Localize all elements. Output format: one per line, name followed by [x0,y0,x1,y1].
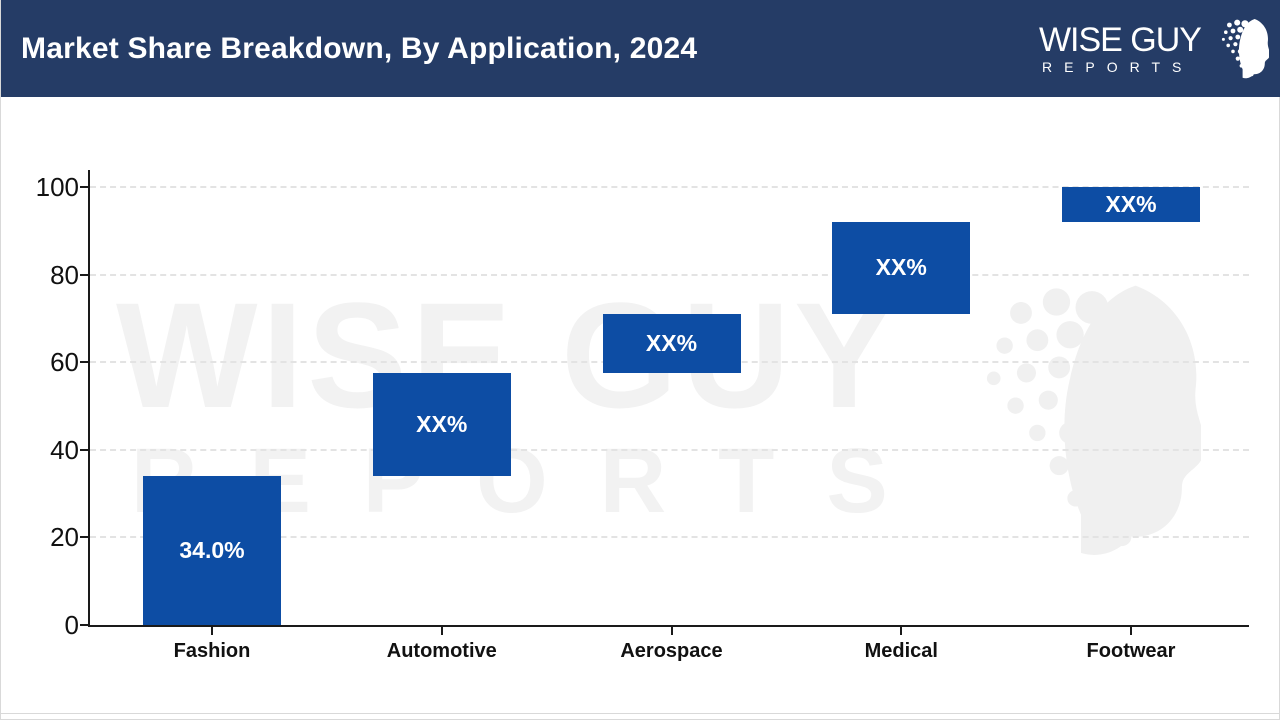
gridline-y100 [90,186,1249,188]
y-tick-mark-60 [80,361,88,363]
gridline-y40 [90,448,1249,451]
x-tick-label-aerospace: Aerospace [620,640,723,662]
y-tick-label-40: 40 [50,434,79,465]
x-tick-mark-fashion [211,627,213,635]
logo-wiseguy-text: WISE GUY [1038,21,1202,59]
y-tick-label-20: 20 [50,522,79,552]
bar-value-label: XX% [416,410,468,437]
bar-value-label: XX% [875,254,927,281]
logo-face-icon [1221,19,1269,79]
bar-value-label: XX% [1105,191,1157,217]
x-tick-label-medical: Medical [864,640,938,662]
bar-fashion: 34.0% [143,475,281,625]
y-tick-label-100: 100 [35,172,79,202]
logo-reports-text: REPORTS [1041,59,1194,75]
bar-automotive: XX% [372,372,511,476]
x-tick-mark-medical [900,627,903,635]
bar-aerospace: XX% [602,313,741,373]
y-tick-mark-20 [80,536,88,538]
y-tick-label-80: 80 [50,259,79,290]
y-tick-label-0: 0 [64,609,79,640]
header-banner: Market Share Breakdown, By Application, … [1,0,1280,97]
y-tick-mark-40 [80,448,88,451]
y-tick-label-60: 60 [50,347,79,377]
bar-value-label: XX% [645,329,698,356]
x-axis-line [88,625,1249,627]
bar-medical: XX% [832,222,971,314]
wise-guy-reports-logo: WISE GUY REPORTS [1039,4,1269,94]
y-tick-mark-100 [80,186,88,188]
chart-title: Market Share Breakdown, By Application, … [21,31,698,65]
y-tick-mark-0 [80,623,88,626]
x-tick-label-fashion: Fashion [173,640,251,662]
bar-value-label: 34.0% [179,536,245,563]
footer-divider [1,713,1280,714]
gridline-y20 [90,536,1249,538]
x-tick-mark-footwear [1130,627,1132,635]
x-tick-label-automotive: Automotive [386,640,497,662]
y-tick-mark-80 [80,273,88,276]
gridline-y80 [90,273,1249,276]
y-axis-line [88,170,90,627]
x-tick-mark-automotive [440,627,443,635]
x-tick-mark-aerospace [670,627,673,635]
bar-footwear: XX% [1062,187,1200,222]
x-tick-label-footwear: Footwear [1086,640,1176,662]
